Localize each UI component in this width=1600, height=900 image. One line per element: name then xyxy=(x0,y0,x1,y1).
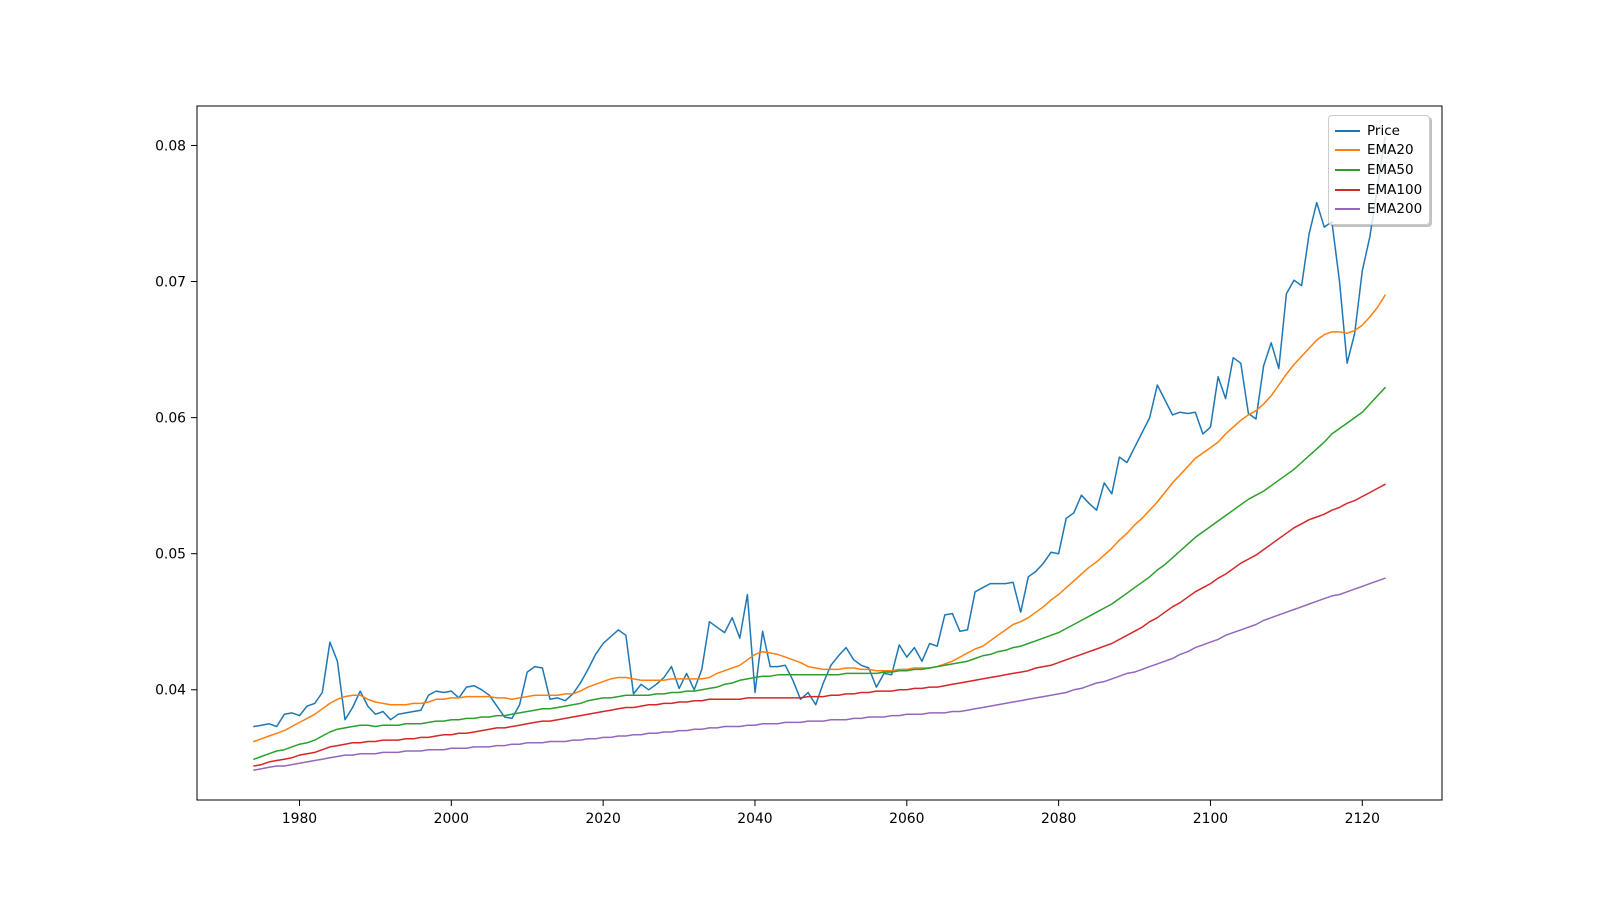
ema20-line xyxy=(253,294,1386,743)
legend-item-ema200: EMA200 xyxy=(1335,199,1423,219)
legend-label: EMA20 xyxy=(1367,142,1414,159)
x-tick-label: 2080 xyxy=(1041,811,1076,827)
y-tick-label: 0.07 xyxy=(155,274,186,290)
price-line xyxy=(253,136,1386,728)
y-tick-label: 0.08 xyxy=(155,138,186,154)
ema200-legend-line-icon xyxy=(1335,208,1360,211)
ema200-line xyxy=(253,577,1386,771)
x-tick-label: 2120 xyxy=(1345,811,1380,827)
x-tick-label: 1980 xyxy=(282,811,317,827)
legend-label: EMA200 xyxy=(1367,201,1423,218)
price-legend-line-icon xyxy=(1335,129,1360,132)
ema20-legend-line-icon xyxy=(1335,149,1360,152)
legend-item-price: Price xyxy=(1335,121,1421,141)
ema50-legend-line-icon xyxy=(1335,168,1360,171)
y-tick-label: 0.05 xyxy=(155,546,186,562)
ema100-legend-line-icon xyxy=(1335,188,1360,191)
y-tick-label: 0.04 xyxy=(155,683,186,699)
legend-label: EMA50 xyxy=(1367,161,1414,178)
ema50-line xyxy=(253,386,1386,760)
legend-item-ema20: EMA20 xyxy=(1335,141,1421,161)
x-tick-label: 2060 xyxy=(889,811,924,827)
legend-item-ema50: EMA50 xyxy=(1335,160,1421,180)
legend-label: Price xyxy=(1367,122,1400,139)
x-tick-label: 2100 xyxy=(1193,811,1228,827)
legend: Price EMA20 EMA50 EMA100 EMA200 xyxy=(1328,115,1430,225)
y-tick-label: 0.06 xyxy=(155,410,186,426)
x-tick-label: 2000 xyxy=(434,811,469,827)
x-tick-label: 2020 xyxy=(585,811,620,827)
legend-label: EMA100 xyxy=(1367,181,1423,198)
legend-item-ema100: EMA100 xyxy=(1335,180,1423,200)
ema100-line xyxy=(253,483,1386,767)
plot-border xyxy=(196,105,1443,801)
x-tick-label: 2040 xyxy=(737,811,772,827)
